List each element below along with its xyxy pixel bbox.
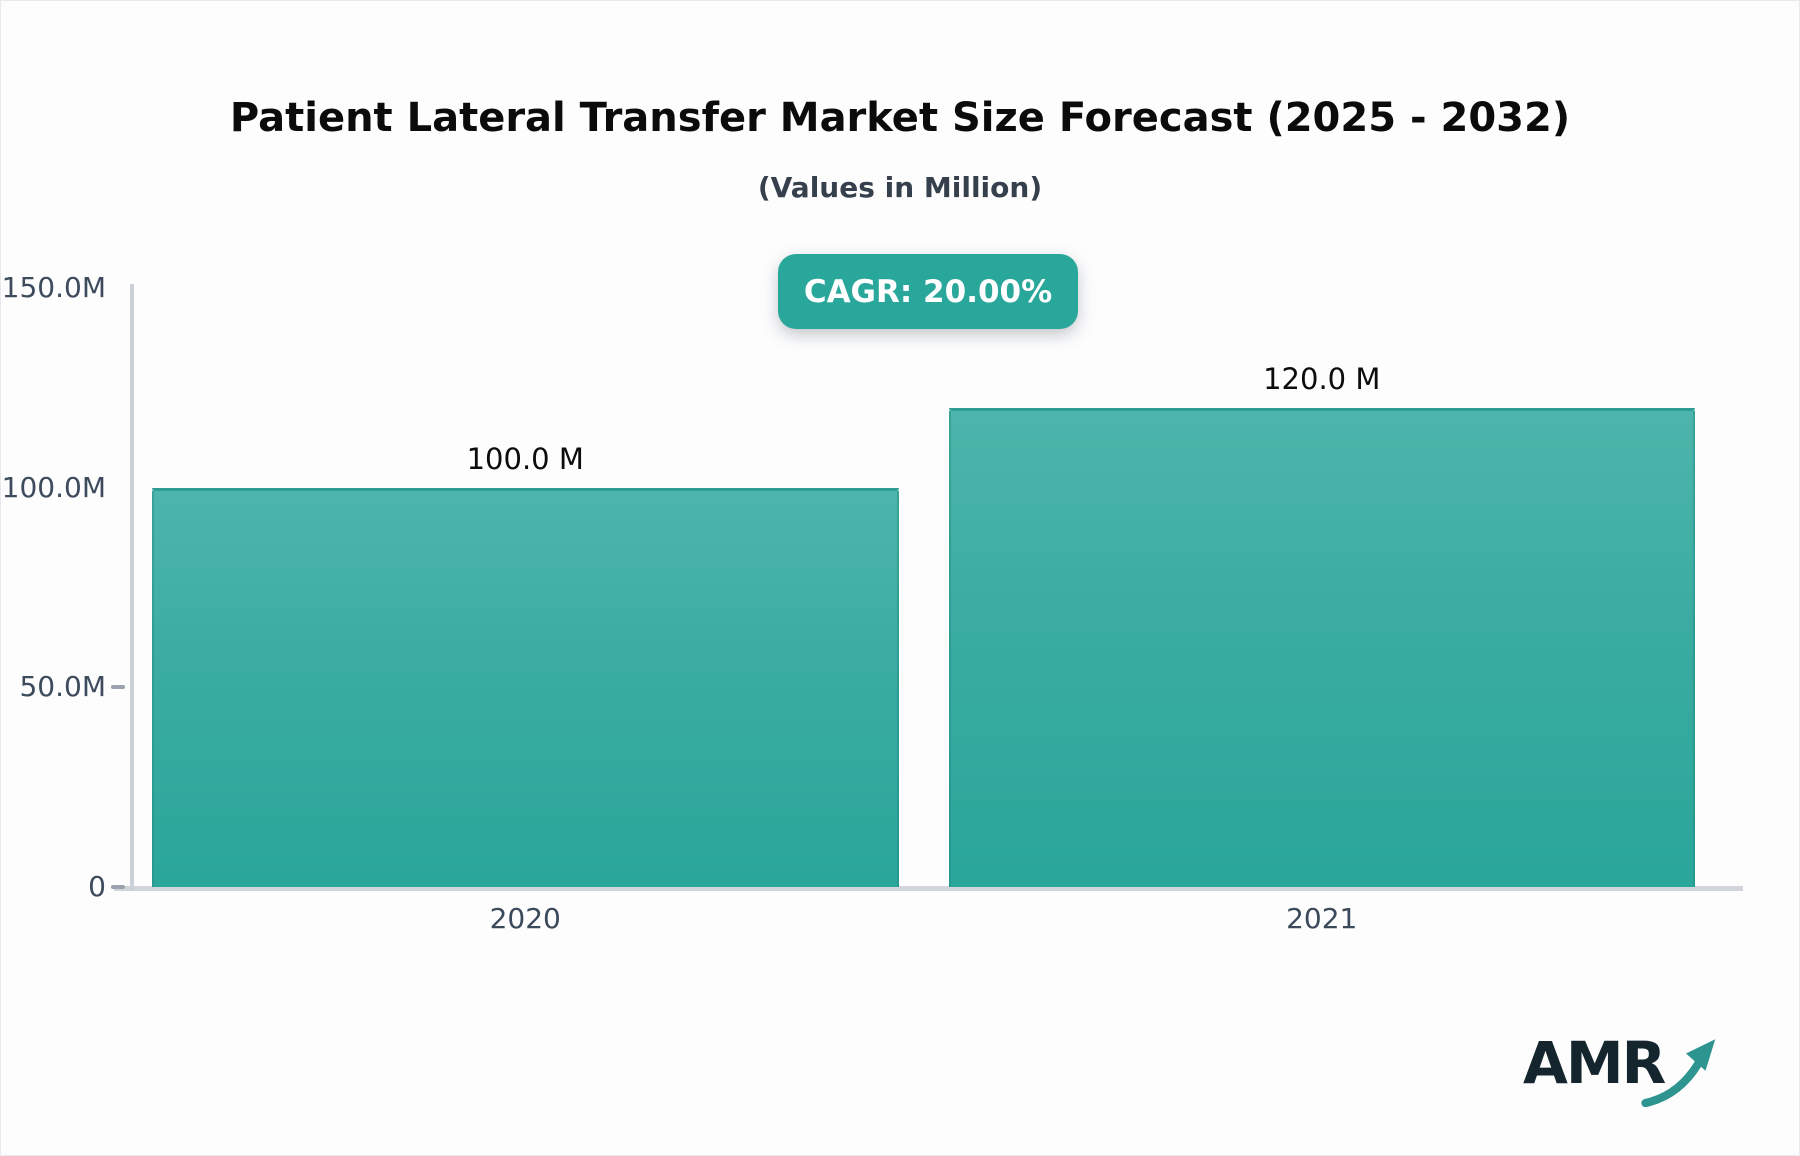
- cagr-badge: CAGR: 20.00%: [778, 254, 1078, 329]
- x-axis-tick-label: 2021: [1286, 902, 1358, 935]
- amr-logo-text: AMR: [1523, 1029, 1666, 1097]
- bar-2021: [948, 407, 1695, 887]
- y-axis-tick-label: 50.0M: [19, 670, 106, 704]
- y-axis-tick-mark: [111, 685, 125, 690]
- chart-title: Patient Lateral Transfer Market Size For…: [229, 95, 1571, 141]
- y-axis-tick-mark: [111, 885, 125, 889]
- growth-arrow-icon: [1641, 1039, 1716, 1108]
- x-axis-tick-label: 2020: [489, 902, 561, 935]
- y-axis-tick-label: 150.0M: [1, 271, 106, 304]
- bar-value-label: 120.0 M: [1263, 361, 1381, 396]
- y-axis-tick-label: 100.0M: [1, 470, 106, 504]
- y-axis-line: [130, 284, 134, 891]
- x-axis-line: [114, 886, 1743, 891]
- y-axis-tick-label: 0: [88, 870, 106, 903]
- bar-value-label: 100.0 M: [466, 441, 584, 476]
- amr-logo: AMR: [1523, 1029, 1723, 1119]
- bar-2020: [152, 487, 899, 887]
- chart-subtitle: (Values in Million): [757, 171, 1043, 204]
